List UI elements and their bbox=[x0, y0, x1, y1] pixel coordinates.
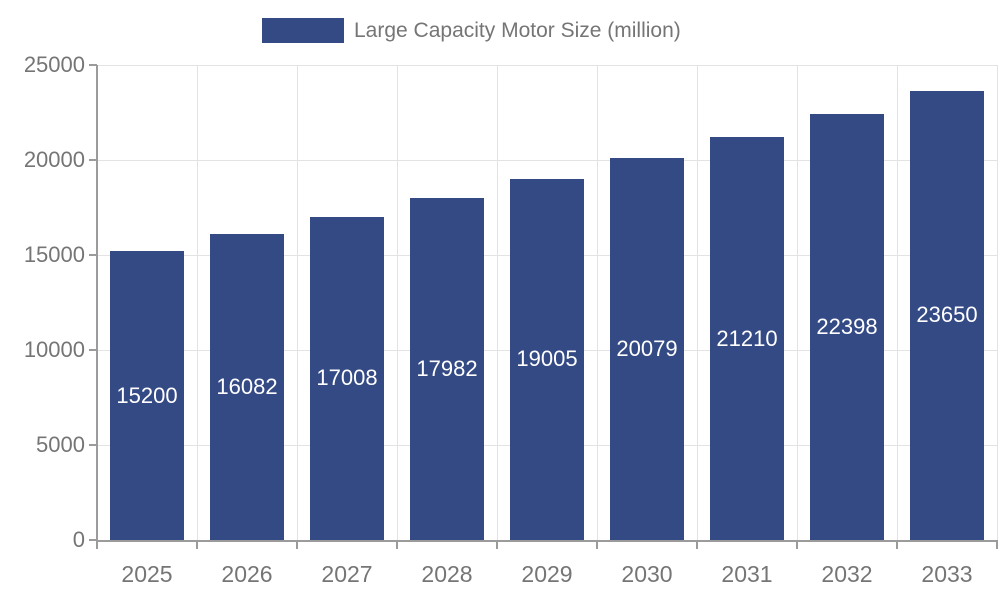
gridline-vertical bbox=[197, 65, 198, 540]
y-axis-tick bbox=[89, 539, 97, 541]
bar-value-label: 19005 bbox=[516, 346, 578, 372]
x-axis-tick bbox=[796, 541, 798, 549]
x-axis-line bbox=[96, 540, 998, 542]
x-axis-tick bbox=[596, 541, 598, 549]
y-tick-label: 15000 bbox=[23, 242, 85, 267]
bar-value-label: 16082 bbox=[216, 374, 278, 400]
x-axis-tick bbox=[496, 541, 498, 549]
gridline-horizontal bbox=[97, 160, 997, 161]
gridline-vertical bbox=[897, 65, 898, 540]
bar-value-label: 17982 bbox=[416, 356, 478, 382]
x-axis-tick bbox=[896, 541, 898, 549]
y-tick-label: 10000 bbox=[23, 337, 85, 362]
bar-value-label: 15200 bbox=[116, 382, 178, 408]
y-tick-label: 0 bbox=[72, 527, 85, 552]
legend[interactable]: Large Capacity Motor Size (million) bbox=[262, 18, 681, 43]
bar[interactable] bbox=[310, 216, 384, 540]
bar[interactable] bbox=[210, 234, 284, 540]
gridline-vertical bbox=[997, 65, 998, 540]
y-axis-tick bbox=[89, 349, 97, 351]
gridline-vertical bbox=[597, 65, 598, 540]
x-axis-tick bbox=[96, 541, 98, 549]
gridline-vertical bbox=[797, 65, 798, 540]
bar-value-label: 20079 bbox=[616, 336, 678, 362]
bar-value-label: 23650 bbox=[916, 302, 978, 328]
y-axis-tick bbox=[89, 444, 97, 446]
gridline-horizontal bbox=[97, 65, 997, 66]
bar[interactable] bbox=[910, 90, 984, 540]
bar[interactable] bbox=[810, 114, 884, 540]
y-tick-label: 20000 bbox=[23, 147, 85, 172]
x-tick-label: 2028 bbox=[421, 561, 473, 587]
x-tick-label: 2031 bbox=[721, 561, 773, 587]
x-axis-tick bbox=[196, 541, 198, 549]
bar[interactable] bbox=[510, 178, 584, 540]
x-tick-label: 2032 bbox=[821, 561, 873, 587]
x-tick-label: 2033 bbox=[921, 561, 973, 587]
bar-value-label: 21210 bbox=[716, 325, 778, 351]
bar[interactable] bbox=[610, 158, 684, 540]
gridline-vertical bbox=[297, 65, 298, 540]
x-tick-label: 2029 bbox=[521, 561, 573, 587]
y-axis-line bbox=[96, 65, 98, 542]
gridline-vertical bbox=[697, 65, 698, 540]
x-tick-label: 2026 bbox=[221, 561, 273, 587]
x-axis-tick bbox=[396, 541, 398, 549]
y-axis-tick bbox=[89, 64, 97, 66]
x-axis-tick bbox=[296, 541, 298, 549]
x-tick-label: 2030 bbox=[621, 561, 673, 587]
x-tick-label: 2027 bbox=[321, 561, 373, 587]
legend-label: Large Capacity Motor Size (million) bbox=[354, 18, 681, 42]
y-tick-label: 25000 bbox=[23, 52, 85, 77]
bar-value-label: 22398 bbox=[816, 314, 878, 340]
bar[interactable] bbox=[710, 137, 784, 540]
legend-swatch-icon bbox=[262, 18, 344, 43]
y-axis-tick bbox=[89, 159, 97, 161]
gridline-vertical bbox=[497, 65, 498, 540]
bar-value-label: 17008 bbox=[316, 365, 378, 391]
bar[interactable] bbox=[410, 198, 484, 540]
x-axis-tick bbox=[996, 541, 998, 549]
x-axis-tick bbox=[696, 541, 698, 549]
y-tick-label: 5000 bbox=[36, 432, 85, 457]
x-tick-label: 2025 bbox=[121, 561, 173, 587]
bar[interactable] bbox=[110, 251, 184, 540]
y-axis-tick bbox=[89, 254, 97, 256]
gridline-vertical bbox=[397, 65, 398, 540]
